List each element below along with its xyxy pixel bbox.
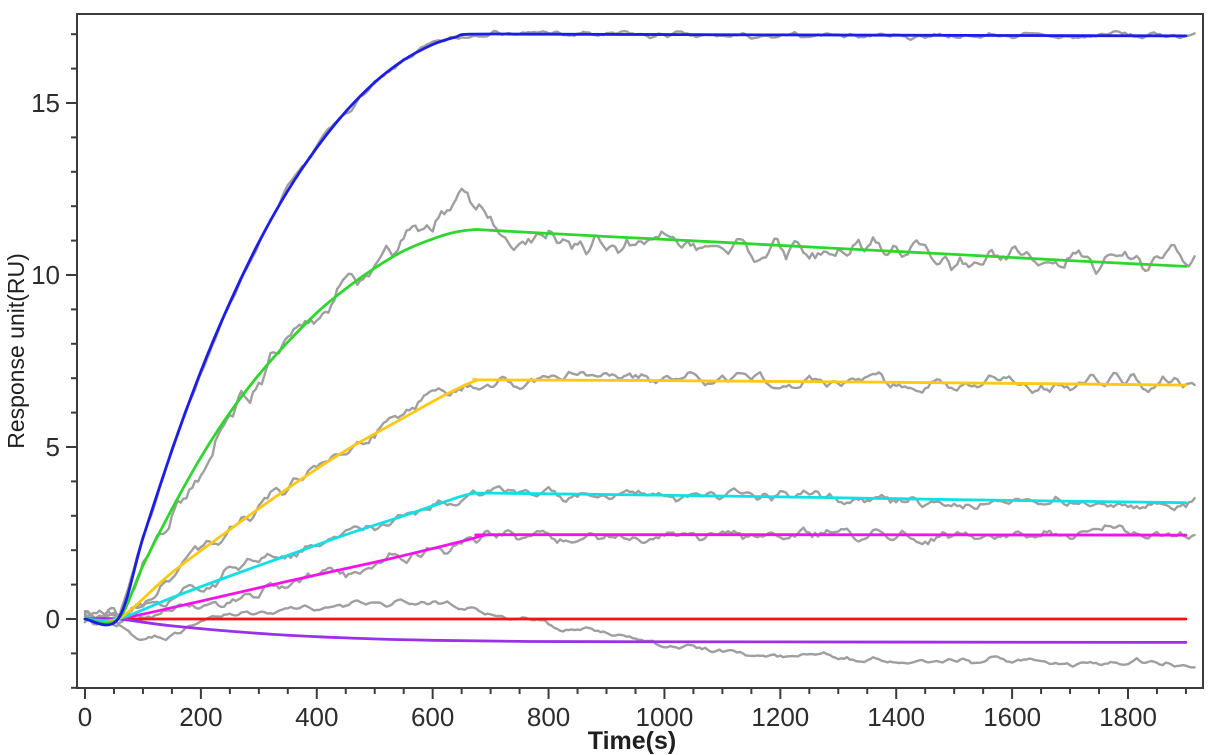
raw-blank-drift (83, 598, 1196, 669)
trace-layer (83, 29, 1196, 669)
fit-6.9RU (83, 378, 1188, 624)
x-tick-label: 800 (527, 702, 570, 732)
raw-6.9RU (83, 370, 1196, 628)
x-axis-label: Time(s) (588, 727, 676, 755)
y-tick-label: 5 (46, 432, 60, 462)
x-tick-label: 400 (295, 702, 338, 732)
raw-3.6RU (83, 485, 1196, 621)
x-tick-label: 1400 (867, 702, 925, 732)
fit-3.6RU (83, 491, 1188, 622)
raw-2.4RU (83, 524, 1196, 620)
plot-border (76, 13, 1204, 689)
x-tick-label: 200 (179, 702, 222, 732)
fit-2.4RU (83, 533, 1188, 622)
axes-layer: 0 200 400 600 800 1000 1200 1400 1600 1800 0 5 10 15 (31, 13, 1204, 732)
x-tick-label: 0 (78, 702, 92, 732)
x-tick-label: 1800 (1099, 702, 1157, 732)
fit-17RU (83, 32, 1188, 627)
x-tick-label: 1200 (751, 702, 809, 732)
x-tick-label: 600 (411, 702, 454, 732)
x-tick-label: 1600 (983, 702, 1041, 732)
y-tick-label: 10 (31, 260, 60, 290)
y-tick-label: 0 (46, 604, 60, 634)
y-axis-label: Response unit(RU) (3, 253, 29, 449)
x-tick-label: 1000 (636, 702, 694, 732)
y-tick-label: 15 (31, 88, 60, 118)
fit-11.3RU (83, 227, 1188, 625)
fit-drift-negative (83, 617, 1188, 644)
raw-11.3RU (83, 187, 1196, 626)
